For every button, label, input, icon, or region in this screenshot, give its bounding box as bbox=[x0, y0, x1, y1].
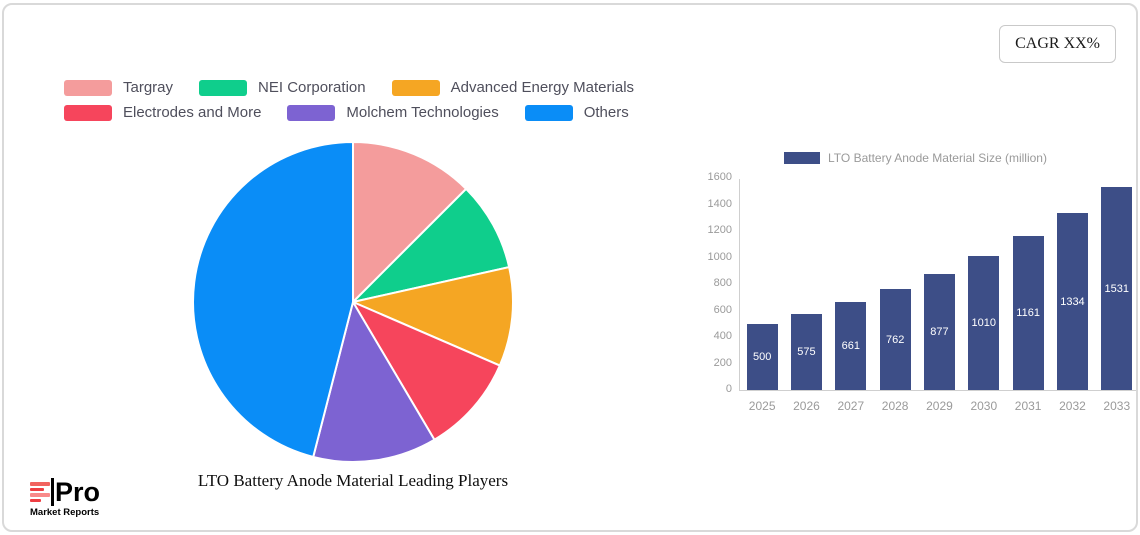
legend-item-targray[interactable]: Targray bbox=[64, 79, 173, 96]
pie-slice-electrodes-and-more[interactable] bbox=[350, 299, 502, 442]
bar-2030[interactable]: 1010 bbox=[968, 256, 1000, 390]
x-axis-tick-label: 2027 bbox=[837, 399, 865, 413]
logo-brand-text: Pro bbox=[55, 476, 101, 507]
bar-2031[interactable]: 1161 bbox=[1012, 236, 1044, 390]
bar-value-label: 1010 bbox=[971, 317, 997, 330]
logo-top: Pro bbox=[30, 478, 100, 506]
y-axis-tick-label: 400 bbox=[713, 330, 732, 342]
legend-swatch bbox=[64, 79, 112, 96]
report-card: CAGR XX% Targray NEI Corporation Advanced … bbox=[2, 3, 1138, 532]
y-axis-tick-label: 1600 bbox=[707, 171, 732, 183]
x-axis-tick-label: 2025 bbox=[748, 399, 776, 413]
bar-column-2027: 661 2027 bbox=[835, 302, 867, 413]
bar-legend-swatch bbox=[784, 152, 820, 164]
logo-vertical-bar bbox=[51, 478, 54, 506]
pie-chart-title: LTO Battery Anode Material Leading Playe… bbox=[197, 471, 509, 490]
bar-chart-legend: LTO Battery Anode Material Size (million… bbox=[692, 151, 1136, 165]
logo-stripes-icon bbox=[30, 482, 50, 502]
legend-label: NEI Corporation bbox=[258, 79, 366, 96]
legend-item-molchem-technologies[interactable]: Molchem Technologies bbox=[287, 104, 499, 121]
legend-item-electrodes-and-more[interactable]: Electrodes and More bbox=[64, 104, 261, 121]
bar-value-label: 762 bbox=[885, 333, 905, 346]
bar-plot: 0 200 400 600 800 1000 1200 1400 1600 500 2025 575 2… bbox=[708, 172, 1136, 413]
x-axis-tick-label: 2030 bbox=[970, 399, 998, 413]
bar-value-label: 661 bbox=[841, 340, 860, 353]
bar-2026[interactable]: 575 bbox=[790, 313, 822, 390]
pie-slice-advanced-energy-materials[interactable] bbox=[349, 265, 514, 367]
y-axis-tick-label: 800 bbox=[713, 277, 732, 289]
legend-label: Advanced Energy Materials bbox=[450, 79, 635, 96]
bar-value-label: 1531 bbox=[1104, 282, 1130, 295]
legend-label: Targray bbox=[123, 79, 174, 96]
legend-item-nei-corporation[interactable]: NEI Corporation bbox=[199, 79, 366, 96]
legend-swatch bbox=[391, 79, 440, 96]
bar-column-2028: 762 2028 bbox=[879, 289, 911, 413]
x-axis-tick-label: 2026 bbox=[793, 399, 820, 413]
y-axis-tick-label: 200 bbox=[713, 356, 732, 369]
legend-row: Electrodes and More Molchem Technologies O… bbox=[64, 104, 634, 121]
legend-item-advanced-energy-materials[interactable]: Advanced Energy Materials bbox=[391, 79, 635, 96]
pie-slice-targray[interactable] bbox=[352, 140, 468, 305]
legend-swatch bbox=[524, 104, 573, 121]
pie-chart bbox=[192, 140, 514, 463]
legend-item-others[interactable]: Others bbox=[524, 104, 629, 121]
pie-slice-nei-corporation[interactable] bbox=[349, 187, 511, 304]
y-axis-tick-label: 1000 bbox=[707, 250, 732, 263]
bar-column-2025: 500 2025 bbox=[746, 323, 778, 413]
y-axis-tick-label: 1400 bbox=[707, 197, 732, 210]
cagr-badge[interactable]: CAGR XX% bbox=[999, 25, 1116, 63]
bar-column-2026: 575 2026 bbox=[790, 313, 822, 413]
x-axis-tick-label: 2032 bbox=[1059, 399, 1086, 413]
legend-label: Others bbox=[583, 104, 629, 121]
bar-column-2030: 1010 2030 bbox=[968, 256, 1000, 413]
pro-market-reports-logo: Pro Market Reports bbox=[30, 478, 100, 518]
x-axis-tick-label: 2029 bbox=[926, 399, 953, 413]
bar-value-label: 575 bbox=[797, 345, 816, 358]
bar-value-label: 877 bbox=[930, 325, 949, 338]
y-axis-tick-label: 1200 bbox=[707, 224, 732, 236]
bar-2027[interactable]: 661 bbox=[835, 302, 867, 390]
logo-subtitle-text: Market Reports bbox=[30, 507, 100, 518]
legend-swatch bbox=[199, 79, 248, 96]
bar-value-label: 500 bbox=[752, 350, 772, 363]
bar-column-2029: 877 2029 bbox=[923, 273, 955, 413]
pie-chart-area bbox=[188, 137, 518, 467]
bar-2028[interactable]: 762 bbox=[879, 289, 911, 390]
pie-legend: Targray NEI Corporation Advanced Energy Ma… bbox=[64, 79, 634, 121]
legend-swatch bbox=[287, 104, 336, 121]
legend-row: Targray NEI Corporation Advanced Energy Ma… bbox=[64, 79, 634, 96]
bar-2032[interactable]: 1334 bbox=[1056, 213, 1088, 390]
bar-chart-area: LTO Battery Anode Material Size (million… bbox=[692, 151, 1136, 413]
x-axis-tick-label: 2028 bbox=[881, 399, 909, 413]
legend-label: Molchem Technologies bbox=[346, 104, 499, 121]
bar-column-2032: 1334 2032 bbox=[1056, 213, 1088, 413]
bar-2029[interactable]: 877 bbox=[923, 273, 955, 390]
legend-label: Electrodes and More bbox=[123, 104, 262, 121]
bar-legend-label: LTO Battery Anode Material Size (million… bbox=[828, 151, 1047, 165]
x-axis-tick-label: 2033 bbox=[1103, 399, 1131, 413]
bar-value-label: 1334 bbox=[1060, 295, 1085, 308]
legend-swatch bbox=[64, 104, 112, 121]
x-axis-tick-label: 2031 bbox=[1014, 399, 1042, 413]
bar-column-2033: 1531 2033 bbox=[1101, 187, 1133, 413]
pie-slice-others[interactable] bbox=[192, 140, 354, 459]
bar-2025[interactable]: 500 bbox=[746, 323, 778, 390]
bar-2033[interactable]: 1531 bbox=[1101, 187, 1133, 390]
bar-value-label: 1161 bbox=[1016, 307, 1040, 320]
y-axis-tick-label: 0 bbox=[725, 383, 732, 395]
bar-column-2031: 1161 2031 bbox=[1012, 236, 1044, 413]
y-axis-tick-label: 600 bbox=[713, 303, 732, 316]
